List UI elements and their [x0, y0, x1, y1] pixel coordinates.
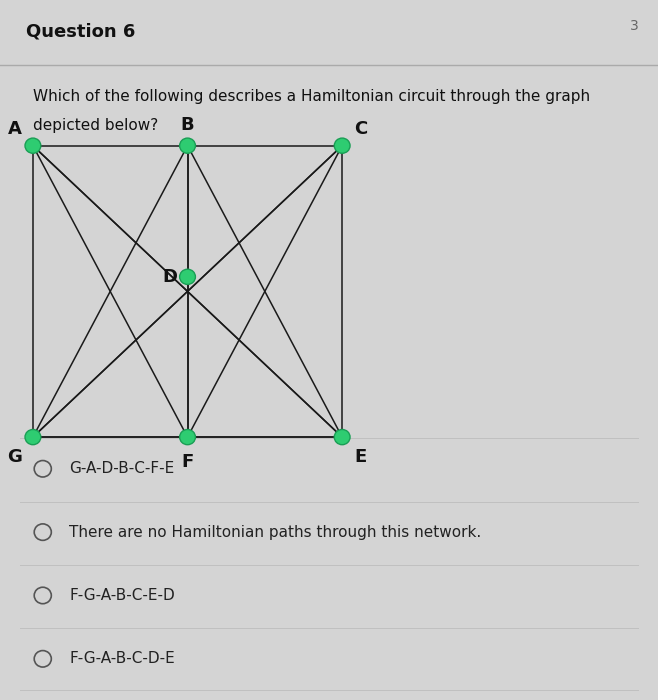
Text: F-G-A-B-C-D-E: F-G-A-B-C-D-E	[69, 651, 175, 666]
Circle shape	[25, 138, 41, 153]
Circle shape	[25, 430, 41, 444]
Circle shape	[180, 270, 195, 284]
Text: Which of the following describes a Hamiltonian circuit through the graph: Which of the following describes a Hamil…	[33, 89, 590, 104]
Text: depicted below?: depicted below?	[33, 118, 158, 134]
Text: A: A	[8, 120, 22, 139]
Text: B: B	[181, 116, 194, 134]
Text: 3: 3	[630, 19, 638, 33]
Text: E: E	[354, 449, 367, 466]
Text: C: C	[353, 120, 367, 139]
Circle shape	[180, 138, 195, 153]
Text: G-A-D-B-C-F-E: G-A-D-B-C-F-E	[69, 461, 174, 476]
Text: F: F	[182, 453, 193, 470]
Circle shape	[334, 138, 350, 153]
Text: D: D	[162, 268, 177, 286]
Circle shape	[180, 430, 195, 444]
Text: There are no Hamiltonian paths through this network.: There are no Hamiltonian paths through t…	[69, 524, 482, 540]
Text: G: G	[7, 449, 22, 466]
Circle shape	[334, 430, 350, 444]
Text: F-G-A-B-C-E-D: F-G-A-B-C-E-D	[69, 588, 175, 603]
Text: Question 6: Question 6	[26, 23, 136, 41]
